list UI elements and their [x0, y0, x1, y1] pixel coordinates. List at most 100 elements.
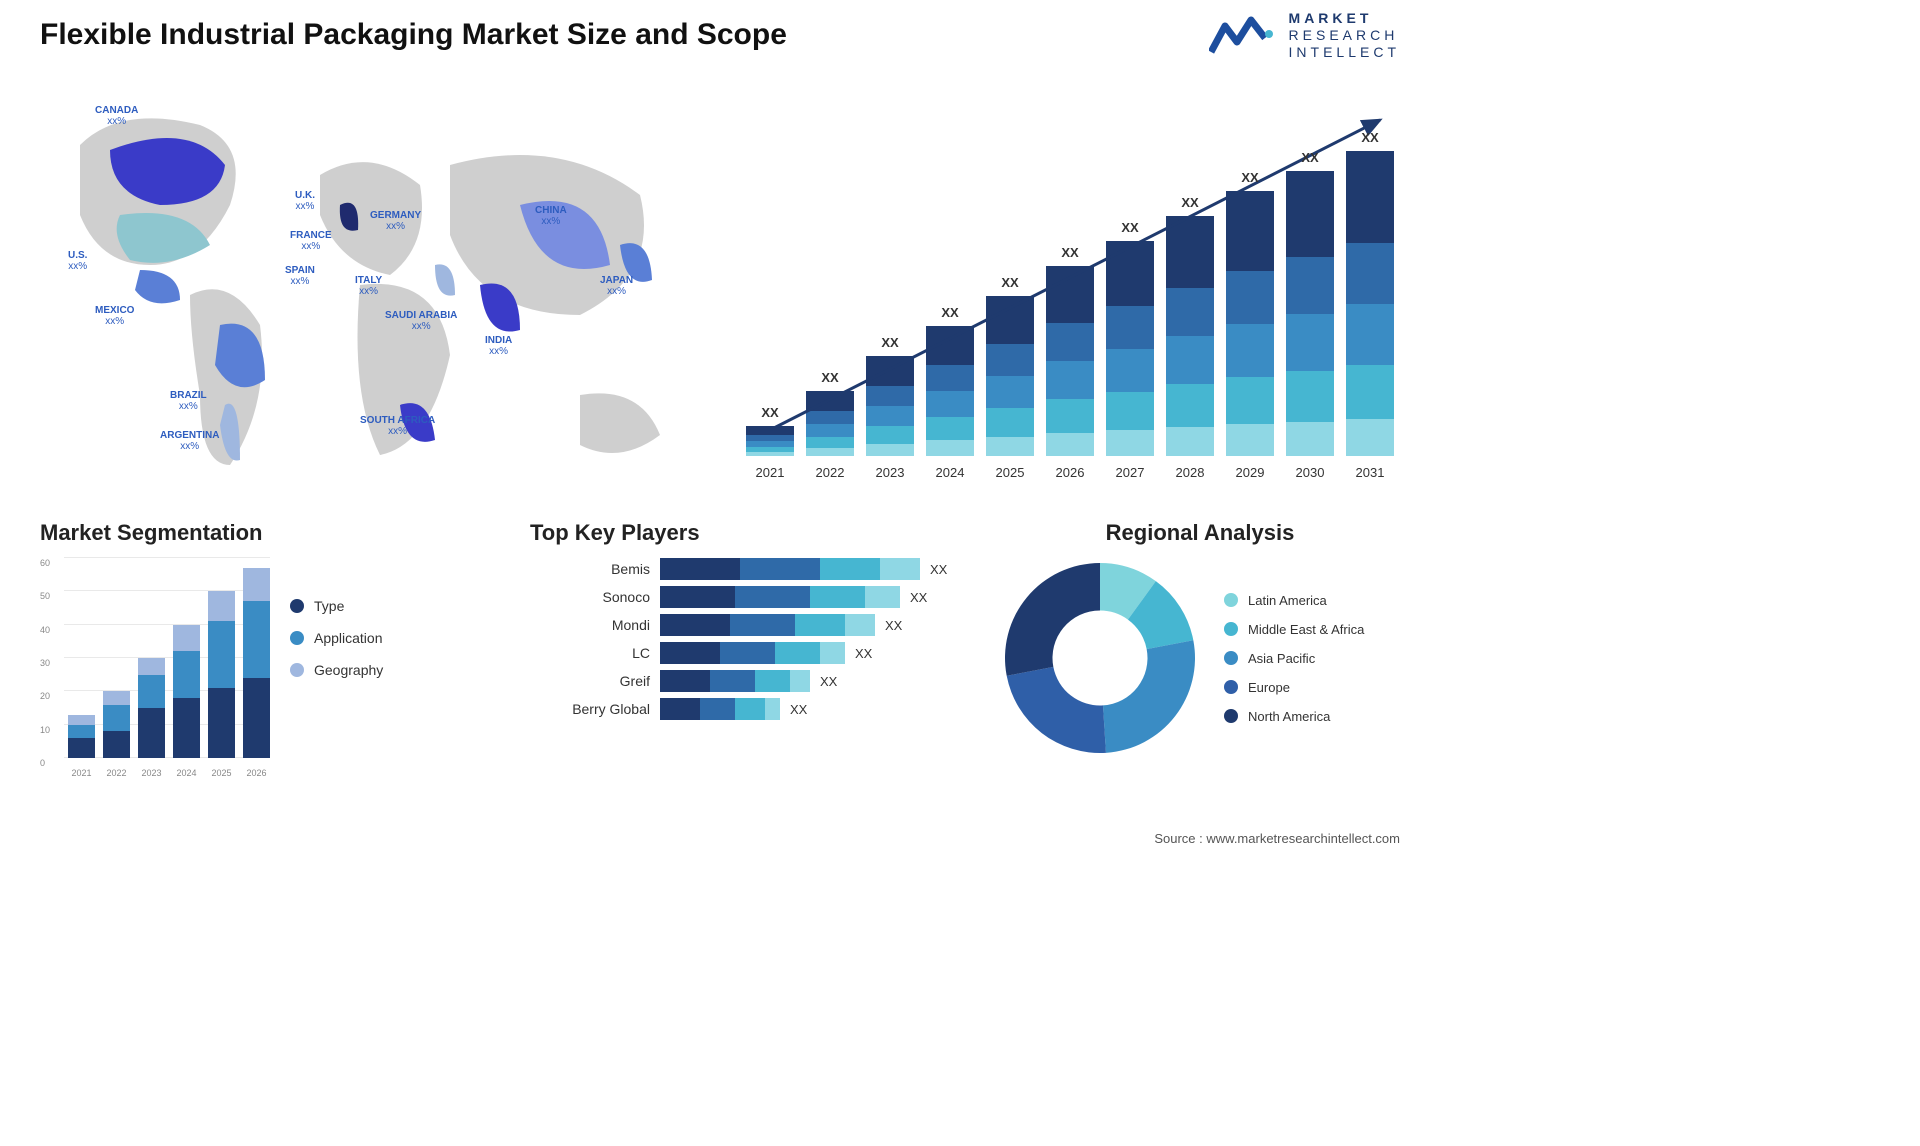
- growth-bar: [986, 296, 1034, 456]
- segmentation-chart: 0102030405060202120222023202420252026: [40, 558, 270, 778]
- donut-slice: [1005, 563, 1100, 676]
- player-row: Sonoco XX: [530, 586, 970, 608]
- player-bar: [660, 642, 845, 664]
- legend-item: Application: [290, 630, 383, 646]
- player-row: Greif XX: [530, 670, 970, 692]
- map-country-label: SOUTH AFRICAxx%: [360, 415, 435, 437]
- player-value: XX: [855, 646, 872, 661]
- growth-bar: [746, 426, 794, 456]
- player-value: XX: [885, 618, 902, 633]
- legend-swatch-icon: [290, 663, 304, 677]
- players-panel: Top Key Players BemisXXSonocoXXMondiXXLC…: [530, 520, 970, 720]
- legend-label: Latin America: [1248, 593, 1327, 608]
- growth-x-label: 2026: [1046, 465, 1094, 480]
- growth-bar: [1046, 266, 1094, 456]
- segmentation-legend: Type Application Geography: [290, 558, 383, 778]
- seg-x-label: 2025: [208, 768, 235, 778]
- growth-bar: [1226, 191, 1274, 456]
- seg-bar: [173, 558, 200, 758]
- brand-logo: MARKET RESEARCH INTELLECT: [1209, 10, 1400, 60]
- players-title: Top Key Players: [530, 520, 970, 546]
- legend-swatch-icon: [1224, 593, 1238, 607]
- donut-slice: [1007, 667, 1106, 753]
- player-name: Berry Global: [530, 701, 650, 717]
- growth-x-label: 2021: [746, 465, 794, 480]
- player-name: Bemis: [530, 561, 650, 577]
- donut-slice: [1103, 640, 1195, 753]
- growth-x-label: 2031: [1346, 465, 1394, 480]
- legend-swatch-icon: [290, 599, 304, 613]
- seg-x-label: 2021: [68, 768, 95, 778]
- growth-bar: [1286, 171, 1334, 456]
- seg-bar: [138, 558, 165, 758]
- legend-item: Type: [290, 598, 383, 614]
- legend-swatch-icon: [1224, 622, 1238, 636]
- growth-chart: 2021202220232024202520262027202820292030…: [740, 110, 1400, 480]
- legend-label: Europe: [1248, 680, 1290, 695]
- growth-x-label: 2022: [806, 465, 854, 480]
- legend-label: North America: [1248, 709, 1330, 724]
- player-name: Sonoco: [530, 589, 650, 605]
- player-bar: [660, 614, 875, 636]
- logo-line2: RESEARCH: [1289, 27, 1400, 44]
- player-name: Greif: [530, 673, 650, 689]
- player-value: XX: [790, 702, 807, 717]
- segmentation-title: Market Segmentation: [40, 520, 460, 546]
- legend-swatch-icon: [1224, 680, 1238, 694]
- page-title: Flexible Industrial Packaging Market Siz…: [40, 18, 787, 52]
- logo-line1: MARKET: [1289, 10, 1400, 27]
- seg-x-label: 2022: [103, 768, 130, 778]
- growth-x-label: 2024: [926, 465, 974, 480]
- segmentation-panel: Market Segmentation 01020304050602021202…: [40, 520, 460, 778]
- seg-x-label: 2026: [243, 768, 270, 778]
- player-value: XX: [930, 562, 947, 577]
- logo-mark-icon: [1209, 12, 1279, 58]
- regional-legend: Latin AmericaMiddle East & AfricaAsia Pa…: [1224, 593, 1364, 724]
- map-country-label: SAUDI ARABIAxx%: [385, 310, 457, 332]
- player-bar: [660, 698, 780, 720]
- regional-title: Regional Analysis: [1000, 520, 1400, 546]
- map-country-label: CANADAxx%: [95, 105, 138, 127]
- player-name: LC: [530, 645, 650, 661]
- world-map-panel: CANADAxx%U.S.xx%MEXICOxx%BRAZILxx%ARGENT…: [40, 95, 720, 495]
- player-row: Berry Global XX: [530, 698, 970, 720]
- legend-swatch-icon: [1224, 709, 1238, 723]
- legend-swatch-icon: [290, 631, 304, 645]
- growth-x-label: 2029: [1226, 465, 1274, 480]
- legend-label: Geography: [314, 662, 383, 678]
- regional-panel: Regional Analysis Latin America Middle Ea…: [1000, 520, 1400, 758]
- legend-label: Application: [314, 630, 383, 646]
- legend-item: Middle East & Africa: [1224, 622, 1364, 637]
- player-row: MondiXX: [530, 614, 970, 636]
- growth-x-label: 2030: [1286, 465, 1334, 480]
- seg-bar: [243, 558, 270, 758]
- player-row: Bemis XX: [530, 558, 970, 580]
- seg-bar: [208, 558, 235, 758]
- legend-item: Geography: [290, 662, 383, 678]
- player-value: XX: [910, 590, 927, 605]
- legend-item: Latin America: [1224, 593, 1364, 608]
- players-rows: BemisXXSonocoXXMondiXXLCXXGreifXXBerry G…: [530, 558, 970, 720]
- player-value: XX: [820, 674, 837, 689]
- seg-x-label: 2024: [173, 768, 200, 778]
- player-bar: [660, 586, 900, 608]
- growth-x-label: 2027: [1106, 465, 1154, 480]
- seg-y-tick: 0: [40, 758, 266, 768]
- legend-item: North America: [1224, 709, 1364, 724]
- map-country-label: JAPANxx%: [600, 275, 633, 297]
- map-country-label: FRANCExx%: [290, 230, 332, 252]
- seg-bar: [68, 558, 95, 758]
- player-row: LC XX: [530, 642, 970, 664]
- player-bar: [660, 670, 810, 692]
- growth-bar: [1346, 151, 1394, 456]
- seg-bar: [103, 558, 130, 758]
- map-country-label: ARGENTINAxx%: [160, 430, 219, 452]
- legend-swatch-icon: [1224, 651, 1238, 665]
- growth-bar: [1106, 241, 1154, 456]
- logo-line3: INTELLECT: [1289, 44, 1400, 61]
- growth-bar: [866, 356, 914, 456]
- map-country-label: BRAZILxx%: [170, 390, 207, 412]
- seg-x-label: 2023: [138, 768, 165, 778]
- map-country-label: CHINAxx%: [535, 205, 567, 227]
- legend-label: Middle East & Africa: [1248, 622, 1364, 637]
